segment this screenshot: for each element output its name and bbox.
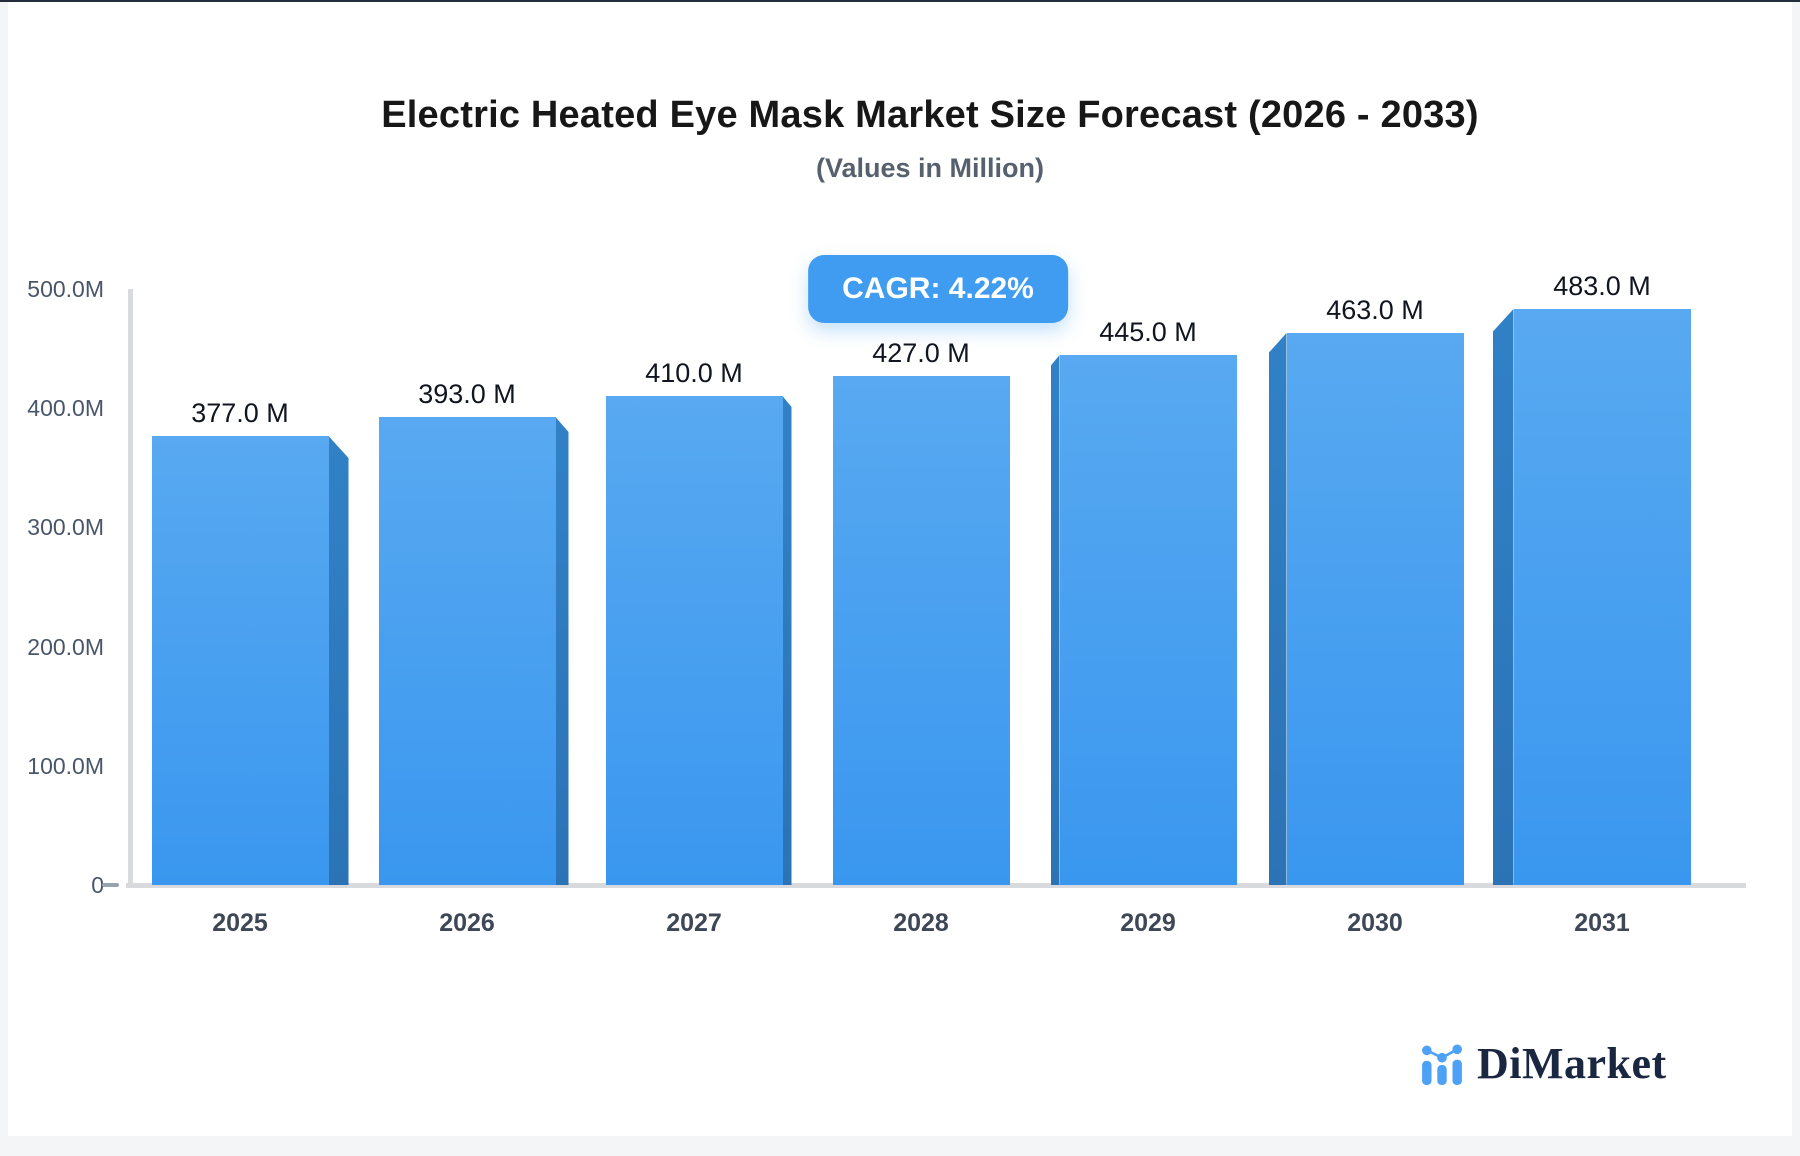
y-tick-label: 100.0M — [27, 753, 104, 779]
bar-value-label: 393.0 M — [418, 379, 516, 409]
bar-value-label: 463.0 M — [1326, 295, 1424, 325]
x-tick-label: 2031 — [1574, 909, 1630, 937]
bar-3d-side — [1268, 333, 1287, 885]
bar-value-label: 377.0 M — [191, 398, 289, 428]
brand-logo[interactable]: DiMarket — [1420, 1038, 1667, 1089]
chart-subtitle: (Values in Million) — [815, 153, 1045, 183]
bar-3d-side — [328, 436, 349, 885]
y-tick-label: 200.0M — [27, 634, 104, 660]
bar-2030[interactable] — [1286, 333, 1464, 885]
bar-chart-icon — [1421, 1044, 1463, 1085]
x-tick-label: 2030 — [1347, 909, 1403, 937]
bar-3d-side — [1492, 309, 1514, 885]
x-tick-label: 2025 — [212, 909, 268, 937]
cagr-badge: CAGR: 4.22% — [808, 255, 1068, 323]
bar-3d-side — [782, 396, 792, 885]
y-tick-label: 500.0M — [27, 276, 104, 302]
bar-2028[interactable] — [832, 376, 1010, 885]
bar-2031[interactable] — [1513, 309, 1691, 885]
bar-3d-side — [1050, 355, 1060, 885]
chart-title: Electric Heated Eye Mask Market Size For… — [381, 94, 1479, 136]
bar-2025[interactable] — [151, 436, 329, 885]
x-tick-label: 2027 — [666, 909, 722, 937]
top-border-line — [0, 0, 1800, 2]
x-axis-line — [126, 883, 1746, 888]
x-tick-label: 2029 — [1120, 909, 1176, 937]
x-tick-label: 2026 — [439, 909, 495, 937]
bar-2027[interactable] — [605, 396, 783, 885]
x-tick-label: 2028 — [893, 909, 949, 937]
bar-value-label: 410.0 M — [645, 358, 743, 388]
brand-name: DiMarket — [1477, 1039, 1667, 1088]
zero-tick-mark — [102, 883, 119, 887]
bar-3d-side — [555, 417, 569, 885]
bar-2026[interactable] — [378, 417, 556, 885]
bar-value-label: 445.0 M — [1099, 317, 1197, 347]
bar-value-label: 483.0 M — [1553, 271, 1651, 301]
bar-value-label: 427.0 M — [872, 338, 970, 368]
y-tick-label: 400.0M — [27, 395, 104, 421]
y-tick-label: 300.0M — [27, 514, 104, 540]
bar-2029[interactable] — [1059, 355, 1237, 885]
y-axis-line — [128, 289, 133, 888]
y-tick-label: 0 — [91, 872, 104, 898]
